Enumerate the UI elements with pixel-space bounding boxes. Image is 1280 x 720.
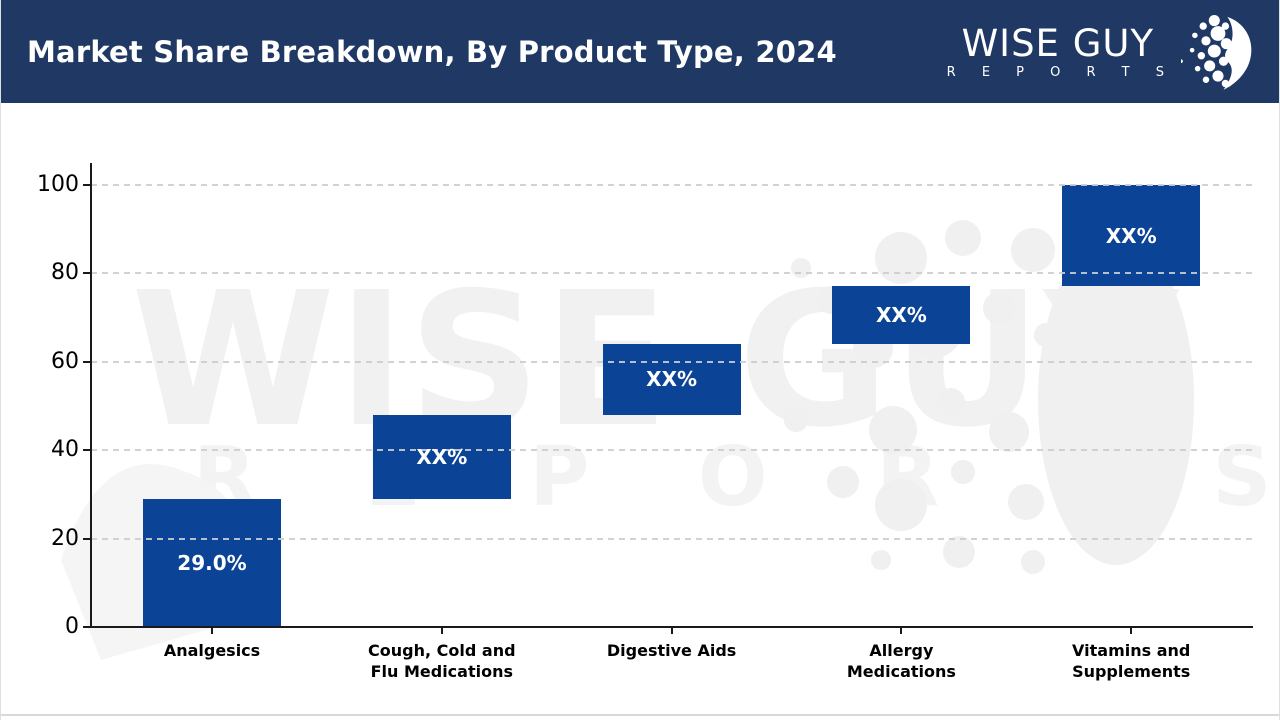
bar-value-label: XX%	[416, 444, 468, 469]
x-tick-mark	[211, 627, 213, 634]
gridline-60	[91, 360, 1253, 363]
logo-wordmark: WISE GUY	[961, 21, 1155, 65]
bar-segment	[372, 414, 511, 499]
x-tick-mark	[900, 627, 903, 634]
gridline-40	[91, 449, 1253, 452]
y-tick-label: 80	[51, 260, 79, 286]
wiseguy-logo-text: WISE GUY R E P O R T S	[941, 25, 1175, 79]
x-tick-label: Cough, Cold and Flu Medications	[368, 641, 516, 681]
gridline-80	[91, 272, 1253, 275]
y-tick-label: 20	[51, 525, 79, 551]
x-tick-mark	[440, 627, 443, 634]
bar-value-label: XX%	[875, 303, 927, 328]
gridline-20	[91, 537, 1253, 540]
gridline-100	[91, 183, 1253, 186]
y-tick-label: 40	[51, 437, 79, 463]
page-title: Market Share Breakdown, By Product Type,…	[27, 34, 837, 69]
y-tick-label: 60	[51, 348, 79, 374]
header-band: Market Share Breakdown, By Product Type,…	[1, 0, 1279, 103]
bar-segment	[602, 343, 741, 415]
x-tick-label: Digestive Aids	[606, 641, 737, 660]
x-tick-label: Vitamins and Supplements	[1072, 641, 1191, 681]
y-tick-mark	[83, 626, 91, 628]
footer-divider	[1, 714, 1279, 716]
logo-subtitle: R E P O R T S	[946, 64, 1175, 80]
wiseguy-face-icon	[1181, 14, 1252, 90]
x-tick-mark	[670, 627, 673, 634]
y-tick-mark	[83, 272, 91, 275]
y-tick-mark	[83, 360, 91, 363]
wiseguy-logo: WISE GUY R E P O R T S	[941, 12, 1255, 92]
bar-segment	[832, 286, 971, 344]
y-tick-mark	[83, 449, 91, 452]
bar-segment	[143, 498, 281, 627]
bar-value-label: XX%	[1105, 223, 1157, 248]
y-tick-label: 100	[37, 171, 79, 197]
y-axis-line	[90, 163, 92, 628]
x-tick-mark	[1130, 627, 1133, 634]
y-tick-mark	[83, 537, 91, 540]
bar-value-label: XX%	[646, 367, 698, 392]
x-tick-label: Analgesics	[163, 641, 261, 660]
y-tick-mark	[83, 183, 91, 186]
y-tick-label: 0	[65, 614, 79, 639]
x-axis-line	[90, 626, 1253, 628]
bar-segment	[1062, 184, 1201, 287]
x-tick-label: Allergy Medications	[846, 641, 956, 681]
bar-value-label: 29.0%	[177, 550, 247, 575]
